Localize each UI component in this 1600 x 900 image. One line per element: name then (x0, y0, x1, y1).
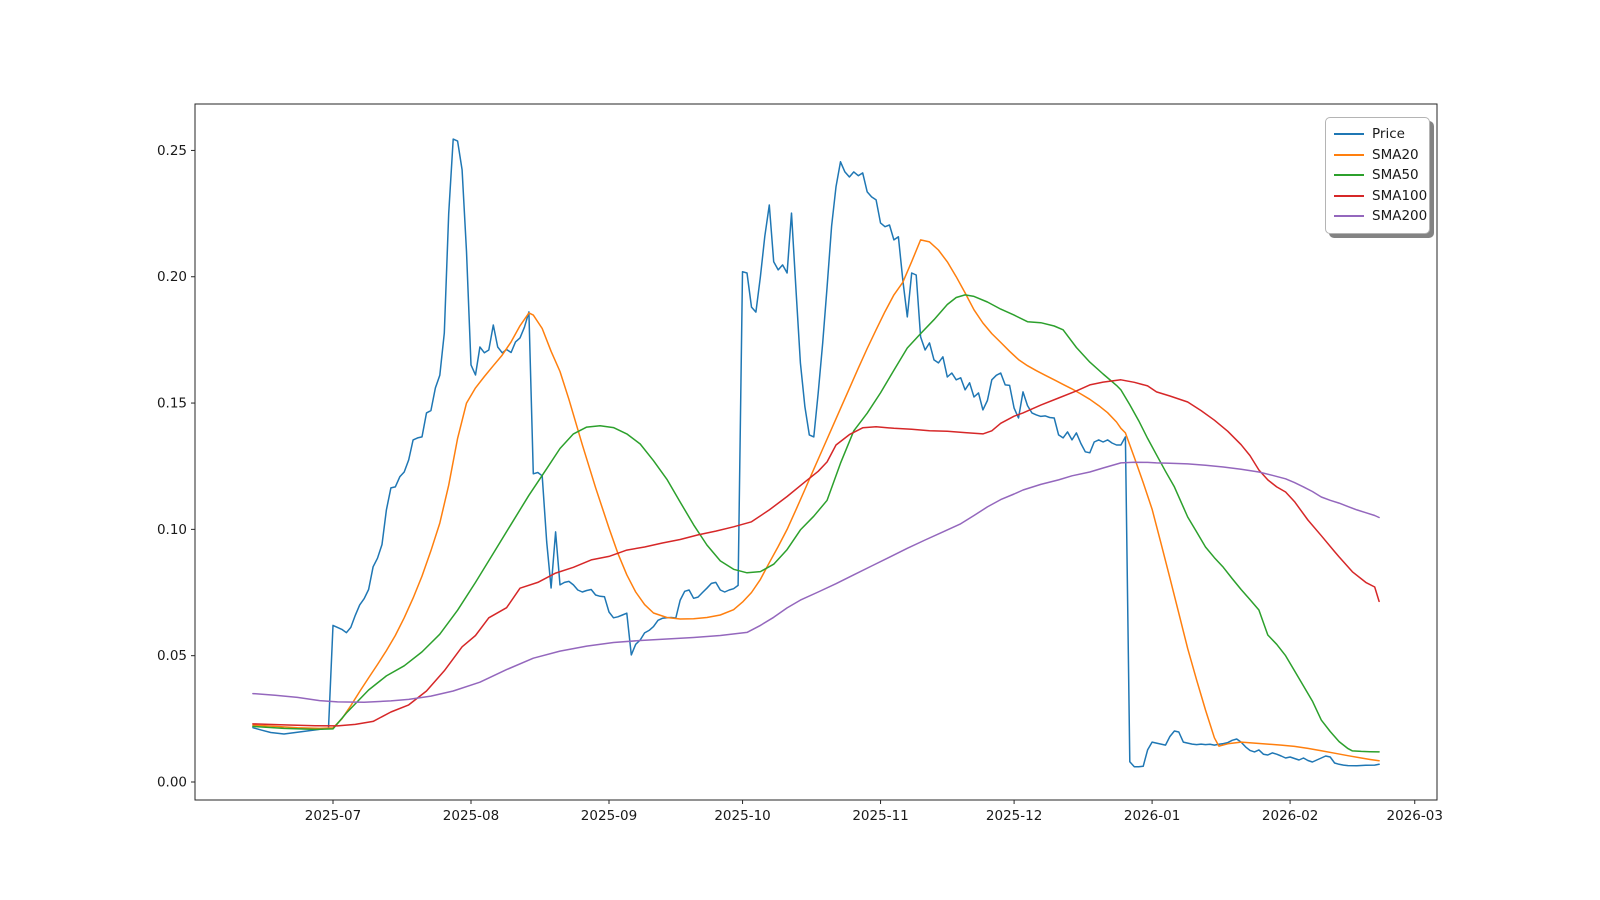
plot-border (194, 103, 1438, 801)
legend-item-sma100: SMA100 (1334, 186, 1427, 207)
x-tick-label: 2025-08 (443, 808, 499, 824)
price-line (252, 138, 1380, 768)
x-tick-label: 2025-07 (305, 808, 361, 824)
x-tick-label: 2025-11 (852, 808, 908, 824)
legend-label: SMA200 (1372, 208, 1428, 224)
y-tick-label: 0.10 (157, 522, 187, 538)
y-tick-label: 0.25 (157, 143, 187, 159)
x-tick-label: 2025-09 (581, 808, 637, 824)
legend-label: SMA20 (1372, 146, 1419, 163)
sma50-line (252, 294, 1380, 753)
sma100-line (252, 379, 1380, 727)
y-tick-label: 0.15 (157, 396, 187, 412)
legend-swatch-sma20 (1334, 153, 1364, 156)
legend-swatch-sma100 (1334, 194, 1364, 197)
y-tick-label: 0.00 (157, 774, 187, 790)
y-tick-label: 0.20 (157, 269, 187, 285)
legend-item-sma200: SMA200 (1334, 206, 1427, 227)
legend-item-sma20: SMA20 (1334, 145, 1420, 166)
legend-label: SMA50 (1372, 167, 1419, 183)
sma20-line (252, 239, 1380, 762)
legend-swatch-sma50 (1334, 174, 1364, 177)
legend-swatch-sma200 (1334, 215, 1364, 218)
legend: Price SMA20 SMA50 SMA100 SMA200 (1325, 117, 1430, 234)
legend-label: Price (1372, 126, 1405, 142)
x-tick-label: 2026-03 (1387, 808, 1443, 824)
sma200-line (252, 461, 1380, 703)
x-tick-label: 2025-12 (986, 808, 1042, 824)
legend-label: SMA100 (1372, 187, 1428, 204)
legend-swatch-price (1334, 133, 1364, 136)
x-tick-label: 2026-01 (1124, 808, 1180, 824)
x-tick-label: 2025-10 (714, 808, 770, 824)
x-tick-label: 2026-02 (1262, 808, 1318, 824)
y-tick-label: 0.05 (157, 648, 187, 664)
legend-item-sma50: SMA50 (1334, 165, 1420, 186)
legend-item-price: Price (1334, 124, 1420, 145)
